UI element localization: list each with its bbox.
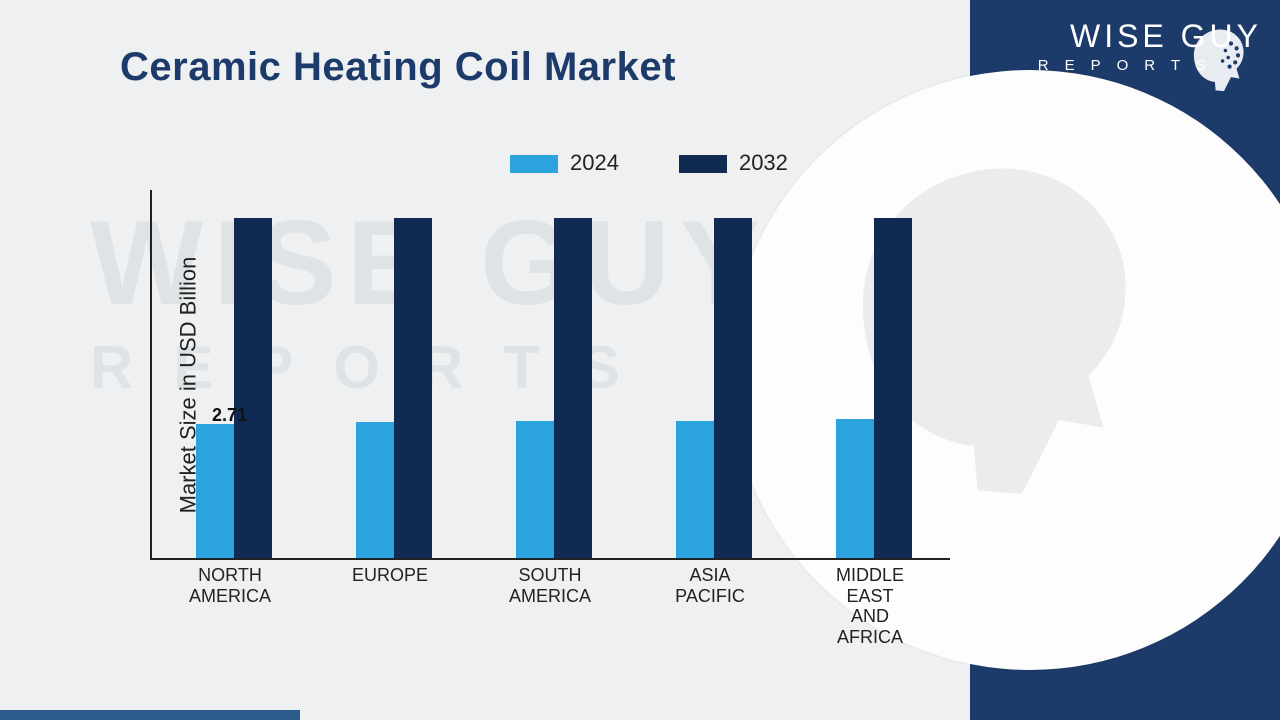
bar: [516, 421, 554, 558]
bar-chart: Market Size in USD Billion 20242032 2.71…: [90, 150, 960, 620]
x-axis-label: ASIAPACIFIC: [630, 565, 790, 648]
bar: [676, 421, 714, 558]
bar: [836, 419, 874, 558]
bar: [874, 218, 912, 558]
x-axis-label: MIDDLEEASTANDAFRICA: [790, 565, 950, 648]
chart-legend: 2024 2032: [510, 150, 788, 176]
legend-swatch: [679, 155, 727, 173]
chart-title: Ceramic Heating Coil Market: [120, 45, 676, 90]
bar-group: [356, 218, 432, 558]
bar: [554, 218, 592, 558]
value-label: 2.71: [212, 405, 247, 426]
x-axis-label: NORTHAMERICA: [150, 565, 310, 648]
legend-label: 2024: [570, 150, 619, 175]
bar: [196, 424, 234, 558]
legend-item: 2032: [679, 150, 788, 176]
brand-head-icon: [1182, 26, 1252, 96]
bar: [714, 218, 752, 558]
x-axis-label: SOUTHAMERICA: [470, 565, 630, 648]
brand-logo: WISE GUY REPORTS: [982, 18, 1262, 74]
legend-swatch: [510, 155, 558, 173]
bar-group: [516, 218, 592, 558]
bar-group: [676, 218, 752, 558]
x-axis-label: EUROPE: [310, 565, 470, 648]
stage: WISE GUY REPORTS Ceramic Heating Coil Ma…: [0, 0, 1280, 720]
legend-item: 2024: [510, 150, 619, 176]
chart-plot-area: 2.71: [150, 190, 950, 560]
bar-group: [836, 218, 912, 558]
bar: [356, 422, 394, 558]
x-axis-labels: NORTHAMERICAEUROPESOUTHAMERICAASIAPACIFI…: [150, 565, 950, 648]
legend-label: 2032: [739, 150, 788, 175]
bar: [234, 218, 272, 558]
bar: [394, 218, 432, 558]
bottom-accent-bar: [0, 710, 300, 720]
bar-group: [196, 218, 272, 558]
